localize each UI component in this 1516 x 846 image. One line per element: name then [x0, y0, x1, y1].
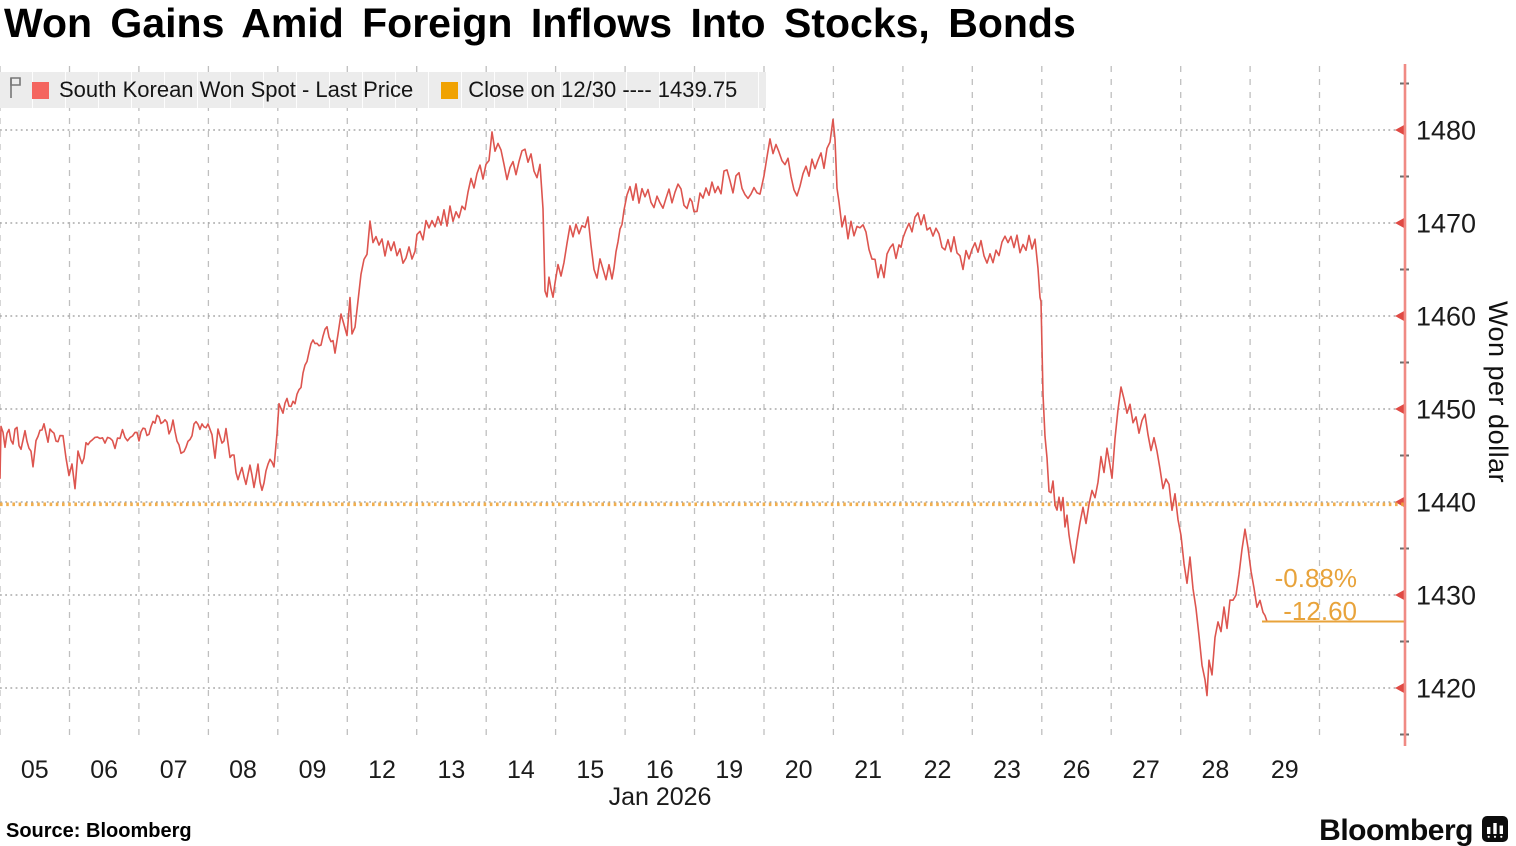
- series-swatch-red: [32, 81, 49, 99]
- svg-text:20: 20: [785, 756, 813, 784]
- svg-text:1470: 1470: [1416, 209, 1476, 239]
- svg-text:06: 06: [90, 756, 118, 784]
- svg-text:08: 08: [229, 756, 257, 784]
- svg-text:09: 09: [299, 756, 327, 784]
- svg-text:1420: 1420: [1416, 674, 1476, 704]
- bloomberg-brand: Bloomberg: [1319, 814, 1508, 846]
- x-axis-group-label: Jan 2026: [608, 783, 712, 811]
- svg-text:22: 22: [924, 756, 952, 784]
- y-axis-title: Won per dollar: [1483, 301, 1513, 484]
- svg-text:1450: 1450: [1416, 395, 1476, 425]
- svg-text:1440: 1440: [1416, 488, 1476, 518]
- svg-text:27: 27: [1132, 756, 1160, 784]
- svg-text:1430: 1430: [1416, 581, 1476, 611]
- series-swatch-orange: [441, 81, 459, 99]
- net-change-annotation: -12.60: [1283, 596, 1357, 626]
- svg-text:1480: 1480: [1416, 116, 1476, 146]
- bloomberg-wordmark: Bloomberg: [1319, 814, 1473, 846]
- chart-title: Won Gains Amid Foreign Inflows Into Stoc…: [4, 0, 1076, 46]
- svg-text:12: 12: [368, 756, 396, 784]
- svg-text:07: 07: [160, 756, 188, 784]
- svg-text:16: 16: [646, 756, 674, 784]
- flag-pin-icon: [8, 76, 23, 105]
- svg-text:05: 05: [21, 756, 49, 784]
- svg-text:13: 13: [438, 756, 466, 784]
- svg-text:1460: 1460: [1416, 302, 1476, 332]
- svg-text:14: 14: [507, 756, 535, 784]
- svg-text:29: 29: [1271, 756, 1299, 784]
- svg-text:19: 19: [715, 756, 743, 784]
- bar-chart-logo-icon: [1482, 815, 1508, 846]
- legend-label-series: South Korean Won Spot - Last Price: [59, 77, 414, 102]
- svg-text:15: 15: [576, 756, 604, 784]
- legend-bar: South Korean Won Spot - Last Price Close…: [0, 72, 766, 108]
- svg-text:23: 23: [993, 756, 1021, 784]
- pct-change-annotation: -0.88%: [1274, 563, 1357, 593]
- source-credit: Source: Bloomberg: [6, 820, 192, 842]
- svg-text:28: 28: [1201, 756, 1229, 784]
- svg-text:21: 21: [854, 756, 882, 784]
- legend-label-close: Close on 12/30 ---- 1439.75: [468, 77, 738, 102]
- svg-text:26: 26: [1063, 756, 1091, 784]
